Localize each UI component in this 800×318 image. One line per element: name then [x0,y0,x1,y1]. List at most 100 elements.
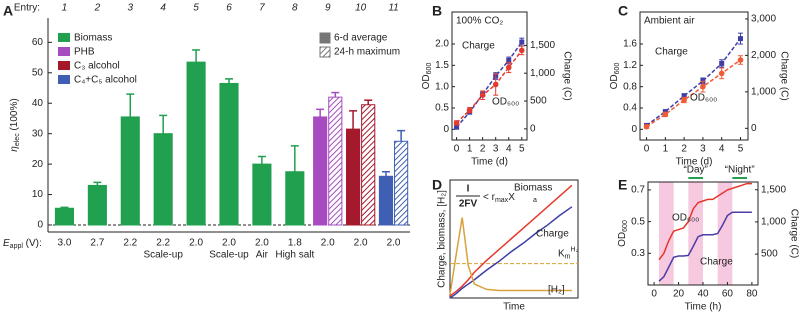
y-axis-label-part: 600 [614,63,621,75]
legend-swatch [58,75,70,84]
y-tick-label: 1.0 [435,81,449,92]
series-label: Charge [700,257,733,268]
y2-axis-label: Charge (C) [778,51,789,100]
panel-letter: A [3,3,13,19]
entry-number: 8 [292,3,298,14]
x-tick-label: 2 [681,144,687,155]
entry-number: 2 [94,3,101,14]
series-line [456,49,523,124]
voltage-label: 2.0 [354,238,368,249]
y-tick-label: 0 [37,220,43,231]
shaded-region [688,182,703,285]
marker [466,107,473,113]
voltage-label: 2.0 [387,238,401,249]
x-tick-label: 3 [493,144,499,155]
marker [506,57,512,63]
bar [252,163,272,226]
y2-tick-label: 0 [751,123,757,134]
y-axis-label: Charge, biomass, [H₂] [437,190,448,288]
y2-tick-label: 500 [761,249,778,260]
y-axis-label-part: η [9,146,20,152]
marker [454,124,460,130]
marker [453,120,460,126]
series-label: Charge [536,229,569,240]
marker [492,81,499,88]
y2-tick-label: 2,000 [751,50,776,61]
marker [681,97,687,103]
x-axis-label: Time [503,302,525,313]
y-tick-label: 30 [32,128,44,139]
x-axis-label: Time (d) [676,157,713,168]
panel-letter: E [618,177,627,193]
entry-number: 10 [355,3,367,14]
y-tick-label: 1.6 [623,39,637,50]
legend-label: Biomass [74,33,112,44]
formula-rhs-part: X [508,192,515,203]
entry-number: 11 [388,3,398,14]
voltage-label: 2.0 [189,238,203,249]
condition-label: High salt [275,250,314,261]
y-axis-label-part: 600 [622,220,629,232]
series-line [658,182,752,261]
marker [662,111,669,118]
x-axis-label: Time (h) [685,302,722,313]
y-tick-label: 0.3 [631,248,645,259]
x-tick-label: 4 [506,144,512,155]
entry-label: Entry: [14,3,40,14]
shaded-region [659,182,674,285]
x-axis-label-part: (V): [23,238,42,249]
entry-number: 9 [325,3,331,14]
marker [737,57,744,63]
marker [519,39,525,45]
series-label: OD₆₀₀ [690,93,717,104]
series-label: OD₆₀₀ [672,213,699,224]
condition-label: Scale-up [209,250,249,261]
y-tick-label: 1.2 [623,60,637,71]
condition-label: Air [256,250,269,261]
y2-tick-label: 3,000 [751,14,776,25]
bar [54,207,75,226]
bar [219,82,239,226]
voltage-label: 1.8 [288,238,302,249]
voltage-label: 2.0 [222,238,236,249]
y-axis-label-part: OD [617,232,628,247]
plot-frame [639,11,749,141]
series-line [646,38,742,127]
y2-axis-label: Charge (C) [561,51,572,100]
entry-number: 1 [62,3,68,14]
bar [87,184,107,226]
y-tick-label: 0.5 [631,216,645,227]
x-tick-label: 0 [651,289,657,300]
x-tick-label: 1 [467,144,473,155]
km-label-part: m [565,254,571,261]
voltage-label: 2.2 [123,238,137,249]
bar [345,128,361,226]
entry-number: 6 [226,3,232,14]
style-legend-swatch [319,32,331,44]
formula-denominator: 2FV [459,199,478,210]
km-label-part: H₂ [571,247,579,254]
x-axis-label-part: E [3,238,10,249]
annotation: Ambient air [644,16,695,27]
y-tick-label: 0.7 [631,185,645,196]
series-line [449,184,573,297]
panel-letter: B [432,3,442,19]
x-tick-label: 3 [700,144,706,155]
y-axis-label: OD600 [617,220,630,247]
y-tick-label: 0.8 [623,81,637,92]
y-tick-label: 60 [32,37,44,48]
y-axis-label-part: (100%) [9,98,20,133]
bar [378,175,394,226]
plot-frame [449,179,579,299]
legend-label: C₃ alcohol [74,61,120,72]
x-tick-label: 0 [644,144,650,155]
marker [737,36,743,42]
series-line [646,59,741,128]
series-line [449,217,572,295]
bar-maximum [361,104,376,226]
y-axis-label-part: 600 [426,63,433,75]
x-axis-label-part: appl [10,243,24,250]
style-legend-label: 24-h maximum [334,47,400,58]
series-line [449,206,573,299]
voltage-label: 2.7 [90,238,104,249]
